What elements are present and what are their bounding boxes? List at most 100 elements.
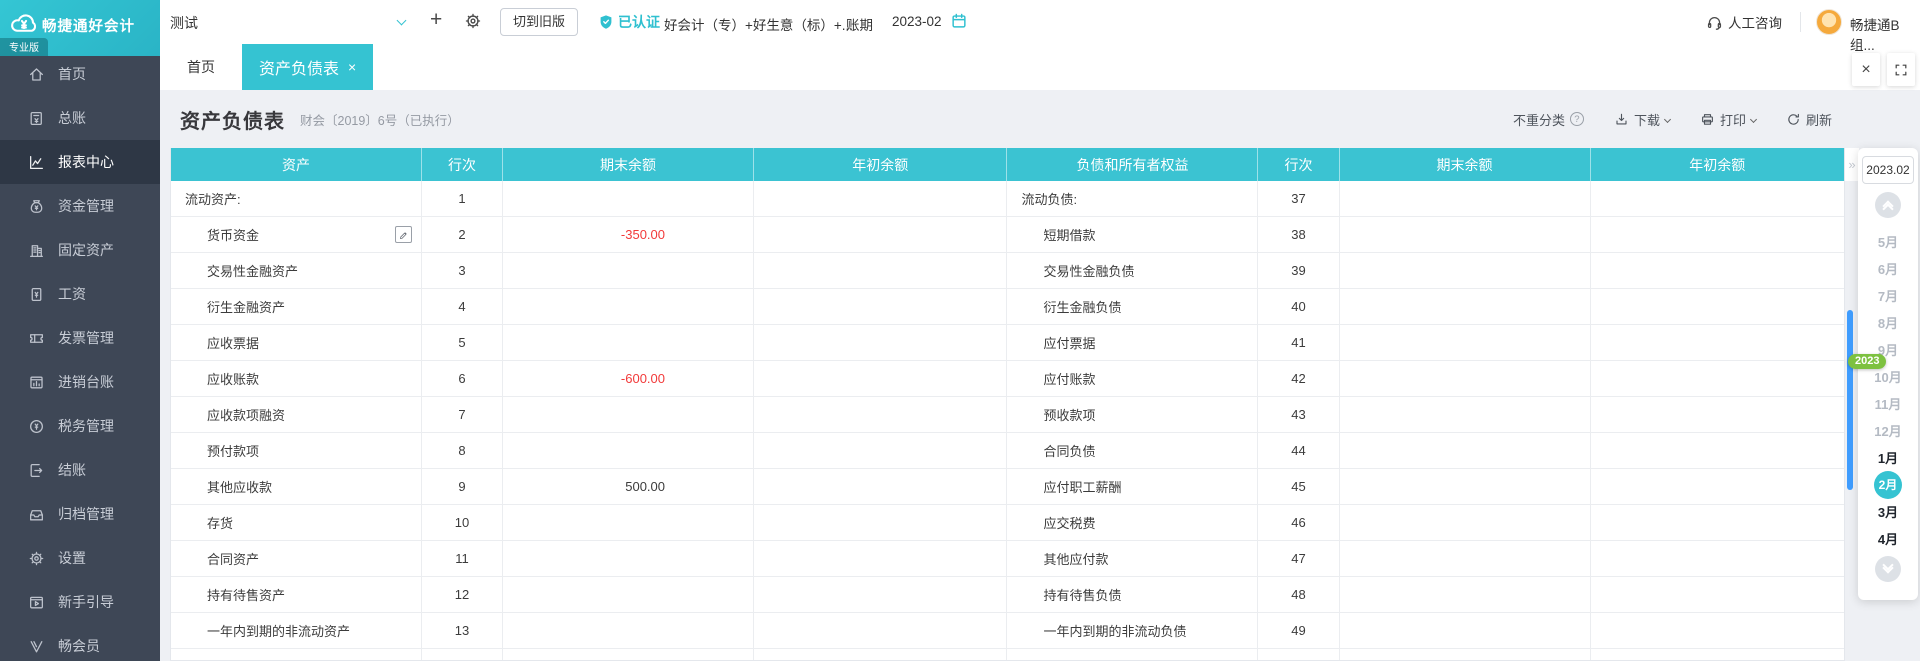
beginning-balance (1591, 577, 1844, 612)
month-item[interactable]: 9月 (1858, 336, 1918, 363)
beginning-balance (1591, 181, 1844, 216)
sidebar-item-general-ledger[interactable]: 总账 (0, 96, 160, 140)
home-icon (27, 65, 45, 83)
line-number: 5 (422, 325, 504, 360)
line-number: 39 (1258, 253, 1340, 288)
sidebar-item-tax[interactable]: 税务管理 (0, 404, 160, 448)
chevron-down-icon (1663, 115, 1672, 123)
header-line-no: 行次 (422, 148, 504, 181)
table-row: 应收款项融资 7 (171, 397, 1008, 433)
certified-label: 已认证 (618, 14, 660, 30)
month-item[interactable]: 10月 (1858, 363, 1918, 390)
page-header: 资产负债表 财会〔2019〕6号（已执行） (160, 90, 1920, 148)
tax-coin-icon (27, 417, 45, 435)
month-item[interactable]: 11月 (1858, 390, 1918, 417)
avatar[interactable] (1816, 9, 1842, 35)
table-row: 衍生金融资产 4 (171, 289, 1008, 325)
month-label: 10月 (1874, 370, 1902, 385)
month-item[interactable]: 2月 (1858, 470, 1918, 499)
tab-close-icon[interactable]: × (348, 59, 357, 75)
add-icon[interactable]: + (430, 8, 443, 31)
month-label: 2月 (1874, 470, 1902, 499)
tabbar: 首页 资产负债表 × × (160, 44, 1920, 90)
month-item[interactable]: 3月 (1858, 498, 1918, 525)
print-label: 打印 (1719, 112, 1746, 128)
account-name: 短期借款 (1043, 228, 1096, 243)
scroll-up-button[interactable] (1875, 192, 1901, 218)
sidebar-item-report-center[interactable]: 报表中心 (0, 140, 160, 184)
panel-collapse-handle[interactable]: » (1845, 148, 1859, 181)
user-name[interactable]: 畅捷通B组... (1850, 18, 1900, 53)
beginning-balance (1591, 433, 1844, 468)
account-name: 持有待售负债 (1043, 588, 1122, 603)
month-item[interactable]: 6月 (1858, 255, 1918, 282)
calendar-icon[interactable] (950, 12, 968, 35)
sidebar-item-beginner-guide[interactable]: 新手引导 (0, 580, 160, 624)
reclassify-toggle[interactable]: 不重分类 ? (1513, 110, 1584, 129)
ending-balance (1340, 541, 1591, 576)
sidebar-item-membership[interactable]: 畅会员 (0, 624, 160, 661)
app-logo[interactable]: 畅捷通好会计 专业版 (0, 0, 160, 56)
download-button[interactable]: 下载 (1614, 110, 1672, 129)
account-name[interactable]: 测试 (170, 15, 198, 31)
support-button[interactable]: 人工咨询 (1706, 12, 1782, 32)
sidebar-item-fixed-assets[interactable]: 固定资产 (0, 228, 160, 272)
sidebar-item-funds[interactable]: 资金管理 (0, 184, 160, 228)
beginning-balance (1591, 325, 1844, 360)
table-row: 交易性金融负债 39 (1007, 253, 1844, 289)
sidebar-item-home[interactable]: 首页 (0, 52, 160, 96)
account-name: 存货 (207, 516, 234, 531)
help-icon[interactable]: ? (1569, 112, 1584, 126)
sidebar-item-label: 固定资产 (58, 242, 114, 258)
sidebar-item-archive[interactable]: 归档管理 (0, 492, 160, 536)
fullscreen-icon[interactable] (1887, 53, 1915, 86)
table-row: 持有待售负债 48 (1007, 577, 1844, 613)
account-name: 货币资金 (207, 228, 260, 243)
period-label: 账期 (846, 18, 873, 33)
refresh-label: 刷新 (1805, 112, 1832, 128)
refresh-button[interactable]: 刷新 (1786, 110, 1832, 129)
building-icon (27, 241, 45, 259)
period-display[interactable]: 2023.02 (1862, 156, 1914, 184)
line-number: 48 (1258, 577, 1340, 612)
edit-formula-icon[interactable] (394, 226, 412, 243)
ending-balance (1340, 505, 1591, 540)
account-name: 应收账款 (207, 372, 260, 387)
topbar-divider (1800, 12, 1801, 32)
account-chevron-down-icon[interactable] (396, 15, 407, 26)
period-value[interactable]: 2023-02 (892, 14, 942, 29)
gear-icon[interactable] (464, 12, 482, 35)
year-badge: 2023 (1848, 354, 1887, 369)
sidebar-item-invoices[interactable]: 发票管理 (0, 316, 160, 360)
closing-book-icon (27, 461, 45, 479)
guide-video-icon (27, 593, 45, 611)
month-item[interactable]: 8月 (1858, 309, 1918, 336)
table-row: 预收款项 43 (1007, 397, 1844, 433)
table-row: 流动负债: 37 (1007, 181, 1844, 217)
scroll-down-button[interactable] (1875, 556, 1901, 582)
month-item[interactable]: 7月 (1858, 282, 1918, 309)
sidebar-item-closing[interactable]: 结账 (0, 448, 160, 492)
month-item[interactable]: 1月 (1858, 444, 1918, 471)
table-row: 应收账款 6 -600.00 (171, 361, 1008, 397)
sidebar-item-settings[interactable]: 设置 (0, 536, 160, 580)
close-icon[interactable]: × (1852, 53, 1880, 86)
vertical-scrollbar[interactable] (1847, 310, 1853, 490)
certified-badge[interactable]: 已认证 (598, 12, 660, 32)
product-bundle-label[interactable]: 好会计（专）+好生意（标）+... (664, 18, 854, 33)
month-item[interactable]: 4月 (1858, 525, 1918, 552)
beginning-balance (1591, 289, 1844, 324)
table-row: 一年内到期的非流动负债 49 (1007, 613, 1844, 649)
month-item[interactable]: 5月 (1858, 228, 1918, 255)
money-bag-icon (27, 197, 45, 215)
switch-old-version-button[interactable]: 切到旧版 (500, 8, 579, 36)
sidebar-item-label: 发票管理 (58, 330, 114, 346)
sidebar-item-purchase-sales[interactable]: 进销台账 (0, 360, 160, 404)
beginning-balance (754, 325, 1008, 360)
tab-home[interactable]: 首页 (187, 59, 215, 75)
print-button[interactable]: 打印 (1700, 110, 1758, 129)
ending-balance (503, 649, 754, 660)
month-item[interactable]: 12月 (1858, 417, 1918, 444)
tab-balance-sheet[interactable]: 资产负债表 × (242, 44, 374, 90)
sidebar-item-payroll[interactable]: 工资 (0, 272, 160, 316)
